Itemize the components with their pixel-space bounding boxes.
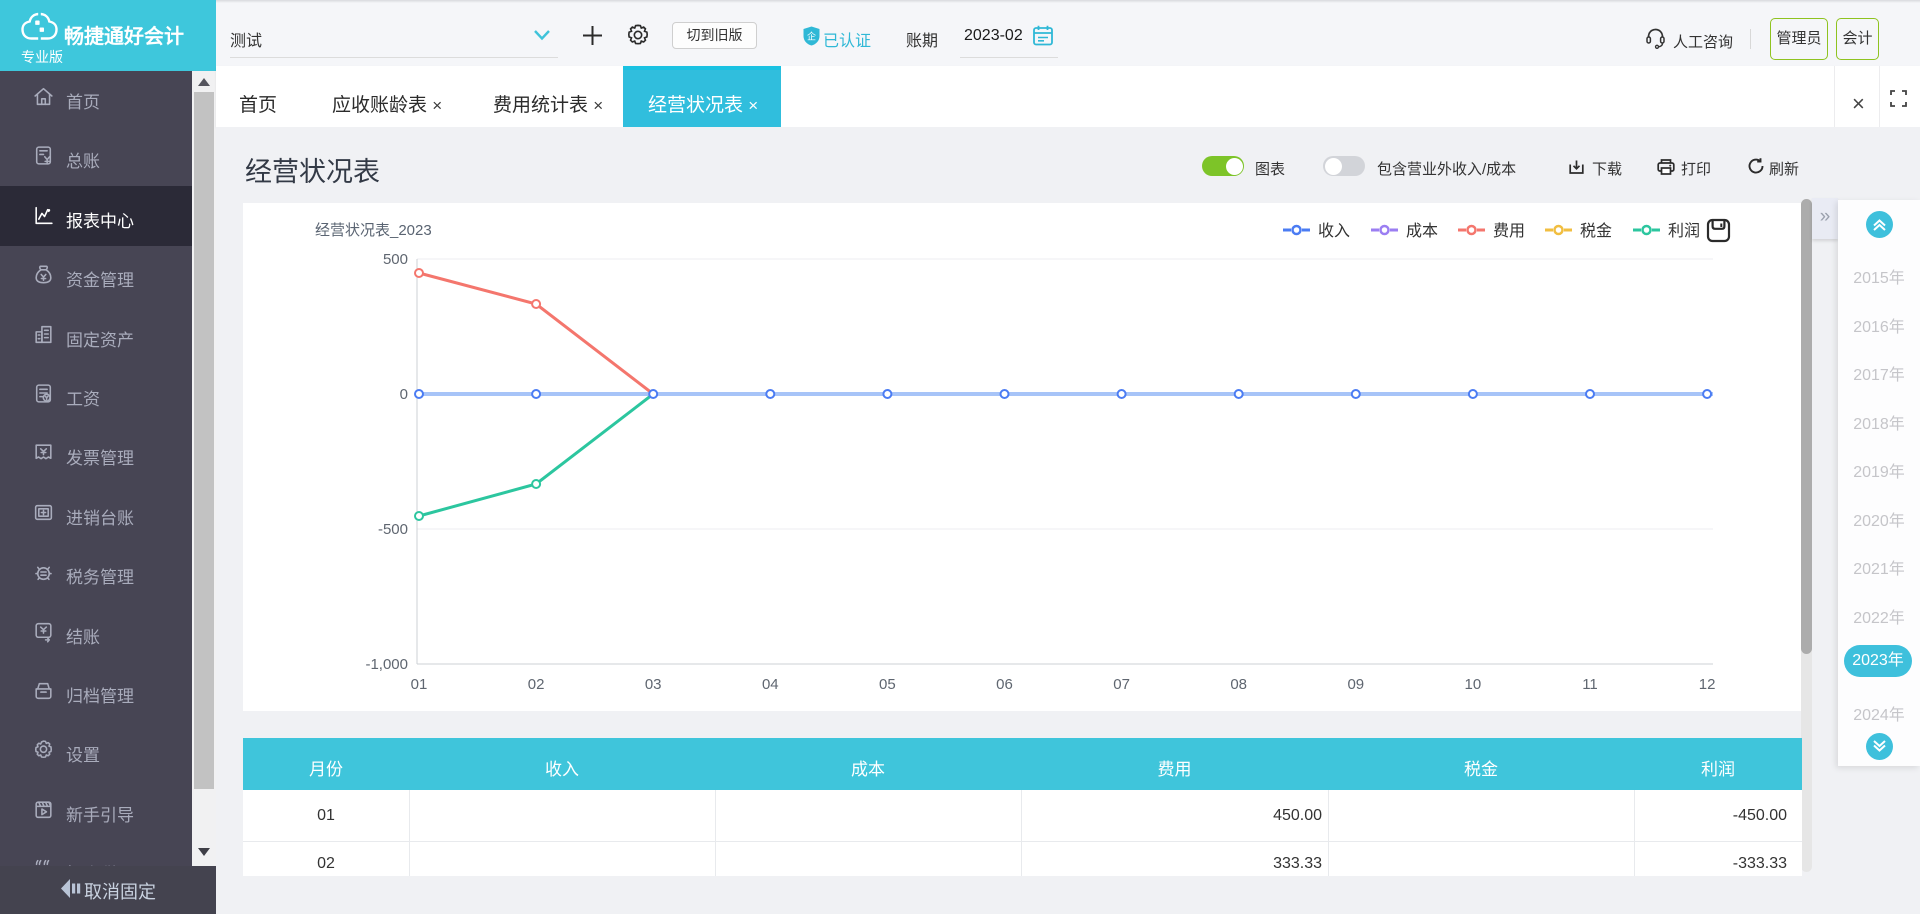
svg-text:企: 企 [807, 31, 816, 42]
svg-text:10: 10 [1465, 676, 1482, 693]
svg-text:经营状况表_2023: 经营状况表_2023 [315, 222, 432, 239]
svg-text:04: 04 [762, 676, 779, 693]
svg-text:02: 02 [528, 676, 545, 693]
svg-text:06: 06 [996, 676, 1013, 693]
svg-text:08: 08 [1230, 676, 1247, 693]
svg-text:-1,000: -1,000 [365, 656, 408, 673]
svg-text:成本: 成本 [1406, 222, 1438, 240]
svg-text:500: 500 [383, 251, 408, 268]
svg-text:-500: -500 [378, 521, 408, 538]
svg-text:07: 07 [1113, 676, 1130, 693]
svg-text:费用: 费用 [1493, 222, 1525, 240]
svg-text:12: 12 [1699, 676, 1716, 693]
svg-text:09: 09 [1347, 676, 1364, 693]
svg-text:05: 05 [879, 676, 896, 693]
svg-text:01: 01 [411, 676, 428, 693]
svg-text:利润: 利润 [1668, 222, 1700, 240]
svg-text:11: 11 [1582, 676, 1598, 693]
svg-text:03: 03 [645, 676, 662, 693]
svg-text:0: 0 [400, 386, 408, 403]
svg-text:收入: 收入 [1318, 222, 1350, 240]
svg-text:税金: 税金 [1580, 222, 1612, 240]
